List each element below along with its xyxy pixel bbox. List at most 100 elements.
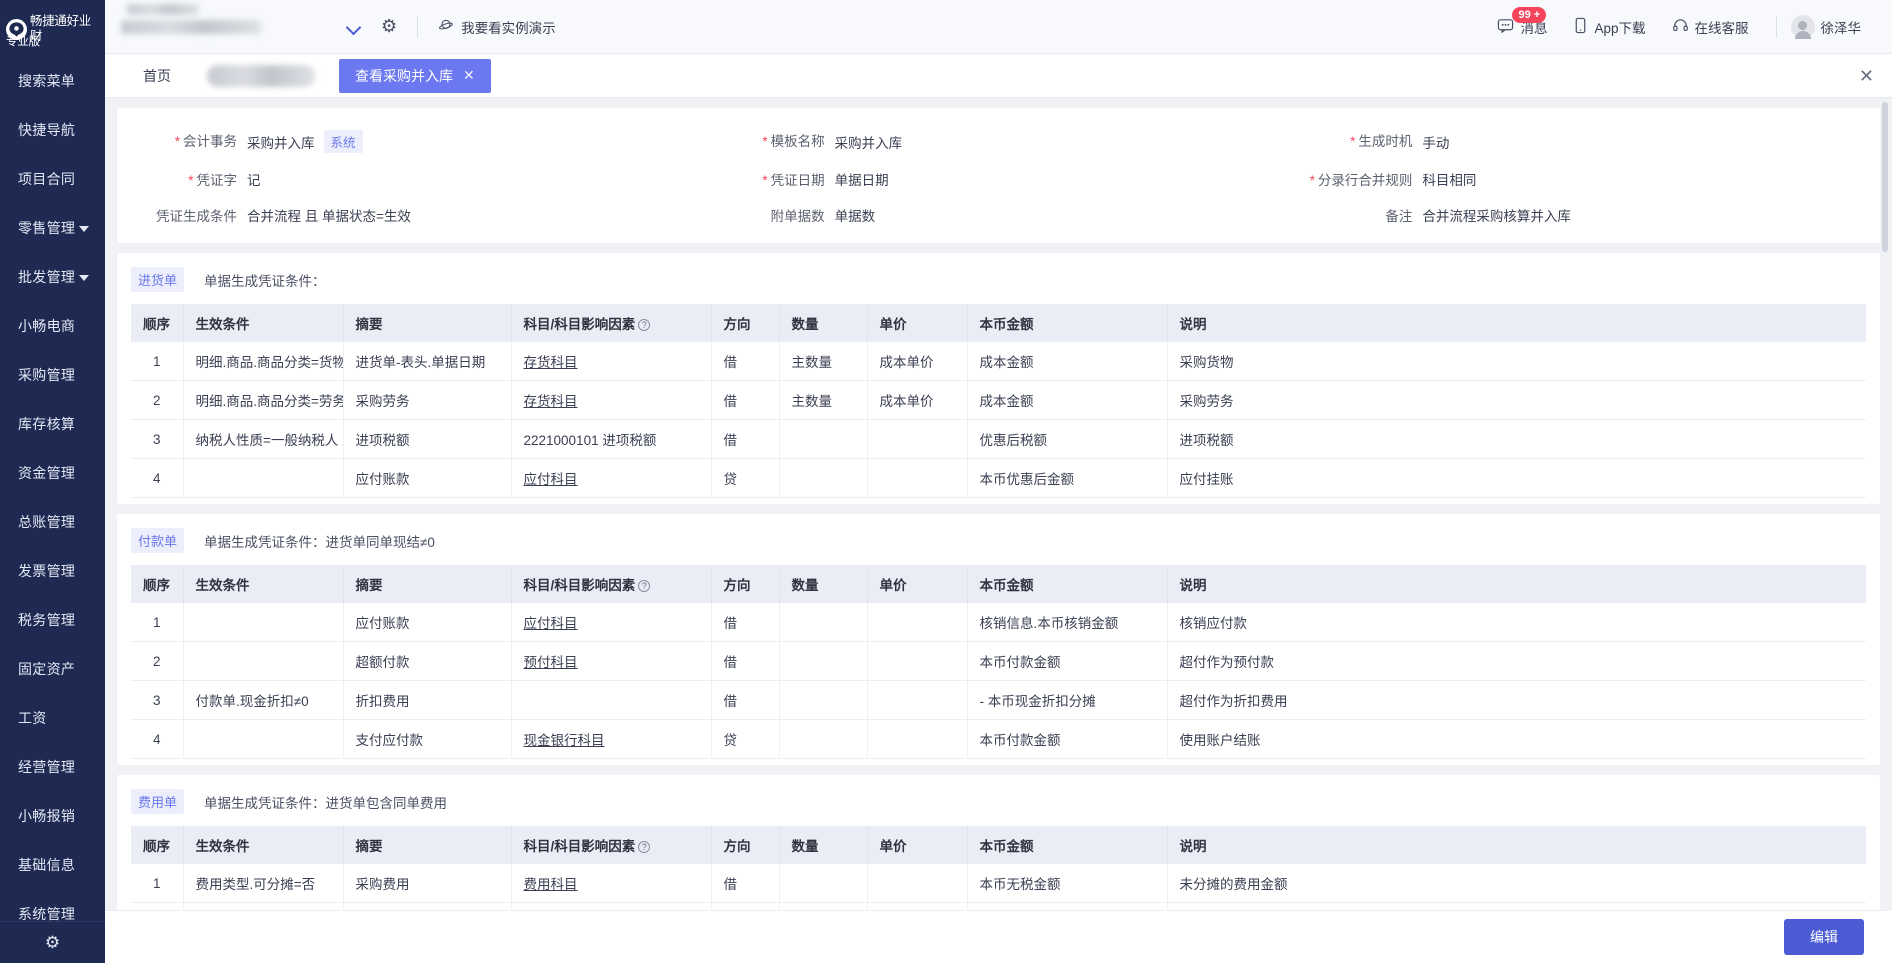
- brand-logo-icon: [6, 18, 27, 40]
- cell-cond: [183, 641, 344, 681]
- main-column: ⚙ 我要看实例演示: [105, 0, 1892, 963]
- section-doc-type-tag[interactable]: 付款单: [131, 528, 185, 553]
- divider: [1775, 15, 1777, 38]
- column-header-label: 数量: [791, 317, 819, 332]
- help-icon[interactable]: ?: [638, 580, 651, 592]
- cell-abstract: 支付应付款: [343, 719, 512, 759]
- help-icon[interactable]: ?: [638, 319, 651, 331]
- voucher-rule-section: 进货单 单据生成凭证条件： 顺序 生效条件 摘要 科目/科目影响因素? 方向 数量 单价 本币金额…: [117, 253, 1880, 504]
- section-list: 进货单 单据生成凭证条件： 顺序 生效条件 摘要 科目/科目影响因素? 方向 数量 单价 本币金额…: [117, 253, 1880, 910]
- avatar: [1790, 14, 1815, 39]
- column-header-0: 顺序: [131, 826, 184, 864]
- chevron-down-icon[interactable]: [79, 274, 89, 281]
- form-field: * 凭证日期 单据日期: [705, 161, 1293, 197]
- app-download-button[interactable]: App下载: [1560, 17, 1658, 37]
- table-row: 3 付款单.现金折扣≠0 折扣费用 借 - 本币现金折扣分摊 超付作为折扣费用: [131, 680, 1866, 720]
- cell-subject: 预付科目: [511, 641, 712, 681]
- cell-qty: [779, 419, 868, 459]
- column-header-label: 说明: [1179, 317, 1207, 332]
- sidebar-item-2[interactable]: 项目合同: [0, 154, 105, 203]
- cell-price: 成本单价: [867, 342, 968, 381]
- subject-link[interactable]: 存货科目: [523, 355, 578, 370]
- column-header-1: 生效条件: [183, 826, 344, 864]
- sidebar-item-5[interactable]: 小畅电商: [0, 301, 105, 350]
- subject-link[interactable]: 费用科目: [523, 877, 578, 892]
- cell-idx: 3: [131, 419, 184, 459]
- sidebar-item-16[interactable]: 基础信息: [0, 840, 105, 889]
- column-header-0: 顺序: [131, 304, 184, 342]
- sidebar-item-7[interactable]: 库存核算: [0, 399, 105, 448]
- cell-text: 费用类型.可分摊=否: [195, 877, 316, 892]
- form-field-label: * 生成时机: [1292, 130, 1422, 153]
- sidebar-item-15[interactable]: 小畅报销: [0, 791, 105, 840]
- org-selector[interactable]: [119, 3, 329, 42]
- chevron-down-icon[interactable]: [79, 225, 89, 232]
- close-icon[interactable]: ✕: [463, 67, 475, 83]
- form-field-label: 凭证生成条件: [117, 205, 247, 225]
- chevron-down-icon[interactable]: [347, 20, 361, 34]
- footer-actions: 编辑: [105, 910, 1892, 963]
- cell-dir: 借: [711, 342, 780, 381]
- required-marker: *: [762, 173, 768, 188]
- table-header-row: 顺序 生效条件 摘要 科目/科目影响因素? 方向 数量 单价 本币金额 说明: [131, 565, 1866, 603]
- cell-cond: 费用类型.可分摊=否: [183, 864, 344, 903]
- section-doc-type-tag[interactable]: 进货单: [131, 267, 185, 292]
- sidebar-item-9[interactable]: 总账管理: [0, 497, 105, 546]
- edit-button[interactable]: 编辑: [1784, 919, 1864, 955]
- online-service-button[interactable]: 在线客服: [1659, 17, 1762, 37]
- subject-link[interactable]: 预付科目: [523, 655, 578, 670]
- form-field-value: 合并流程采购核算并入库: [1422, 205, 1571, 225]
- demo-link[interactable]: 我要看实例演示: [438, 17, 556, 37]
- subject-link[interactable]: 现金银行科目: [523, 733, 605, 748]
- cell-price: [867, 864, 968, 903]
- content-scrollbar[interactable]: [1882, 102, 1888, 906]
- sidebar-item-3[interactable]: 零售管理: [0, 203, 105, 252]
- sidebar-item-13[interactable]: 工资: [0, 693, 105, 742]
- sidebar-item-12[interactable]: 固定资产: [0, 644, 105, 693]
- user-menu[interactable]: 徐泽华: [1790, 14, 1875, 39]
- cell-text: 未分摊的费用金额: [1179, 877, 1288, 892]
- cell-text: 3: [152, 431, 161, 447]
- cell-text: 应付挂账: [1179, 472, 1234, 487]
- tab-view-purchase-inbound[interactable]: 查看采购并入库 ✕: [339, 58, 491, 93]
- sidebar-item-14[interactable]: 经营管理: [0, 742, 105, 791]
- cell-text: 借: [723, 616, 738, 631]
- tab-masked[interactable]: [207, 64, 315, 87]
- sidebar-item-1[interactable]: 快捷导航: [0, 105, 105, 154]
- table-header-row: 顺序 生效条件 摘要 科目/科目影响因素? 方向 数量 单价 本币金额 说明: [131, 304, 1866, 342]
- sidebar-item-4[interactable]: 批发管理: [0, 252, 105, 301]
- column-header-label: 摘要: [355, 578, 383, 593]
- sidebar-item-6[interactable]: 采购管理: [0, 350, 105, 399]
- sidebar-item-0[interactable]: 搜索菜单: [0, 56, 105, 105]
- form-field-value-text: 单据数: [834, 209, 876, 224]
- cell-amount: - 本币现金折扣分摊: [967, 680, 1168, 720]
- cell-desc: 采购货物: [1167, 342, 1866, 381]
- gear-icon[interactable]: ⚙: [381, 16, 398, 36]
- subject-link[interactable]: 存货科目: [523, 394, 578, 409]
- section-doc-type-tag[interactable]: 费用单: [131, 789, 185, 814]
- sidebar-item-10[interactable]: 发票管理: [0, 546, 105, 595]
- column-header-label: 科目/科目影响因素: [523, 578, 636, 593]
- table-row: 1 费用类型.可分摊=否 采购费用 费用科目 借 本币无税金额 未分摊的费用金额: [131, 864, 1866, 903]
- help-icon[interactable]: ?: [638, 841, 651, 853]
- sidebar-item-17[interactable]: 系统管理: [0, 889, 105, 922]
- cell-text: 支付应付款: [355, 733, 424, 748]
- org-name-masked-top: [127, 3, 199, 15]
- gear-icon[interactable]: ⚙: [44, 933, 61, 952]
- messages-button[interactable]: 消息 99 +: [1484, 6, 1560, 37]
- cell-text: 3: [152, 692, 161, 708]
- sidebar-item-8[interactable]: 资金管理: [0, 448, 105, 497]
- subject-link[interactable]: 应付科目: [523, 616, 578, 631]
- tab-home[interactable]: 首页: [121, 54, 193, 98]
- scrollbar-thumb[interactable]: [1882, 102, 1888, 252]
- close-icon[interactable]: ✕: [1858, 65, 1874, 86]
- sidebar-item-11[interactable]: 税务管理: [0, 595, 105, 644]
- column-header-7: 本币金额: [967, 826, 1168, 864]
- column-header-5: 数量: [779, 826, 868, 864]
- cell-text: 进项税额: [355, 433, 410, 448]
- column-header-5: 数量: [779, 565, 868, 603]
- subject-link[interactable]: 应付科目: [523, 472, 578, 487]
- cell-desc: 使用账户结账: [1167, 719, 1866, 759]
- column-header-label: 本币金额: [979, 839, 1034, 854]
